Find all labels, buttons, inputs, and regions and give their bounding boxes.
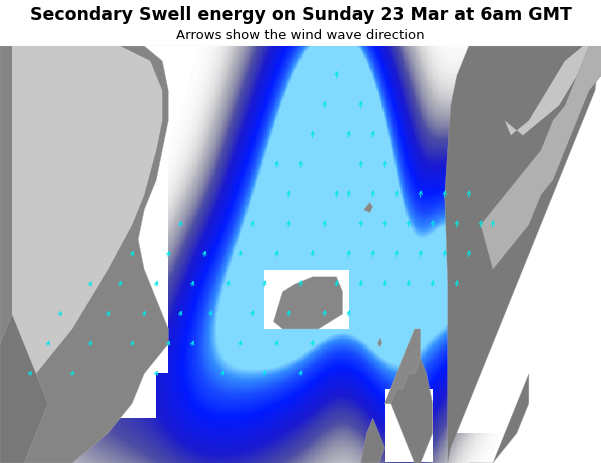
Polygon shape bbox=[0, 46, 168, 463]
Polygon shape bbox=[364, 202, 373, 213]
Polygon shape bbox=[469, 374, 529, 463]
Polygon shape bbox=[385, 329, 421, 403]
Polygon shape bbox=[273, 277, 343, 329]
Polygon shape bbox=[361, 419, 385, 463]
Polygon shape bbox=[505, 46, 589, 135]
Polygon shape bbox=[12, 46, 162, 374]
Text: Arrows show the wind wave direction: Arrows show the wind wave direction bbox=[176, 29, 425, 43]
Polygon shape bbox=[481, 46, 601, 269]
Polygon shape bbox=[377, 338, 382, 347]
Polygon shape bbox=[481, 46, 601, 180]
Polygon shape bbox=[385, 344, 433, 463]
Polygon shape bbox=[445, 46, 601, 463]
Polygon shape bbox=[0, 314, 48, 463]
Text: Secondary Swell energy on Sunday 23 Mar at 6am GMT: Secondary Swell energy on Sunday 23 Mar … bbox=[29, 6, 572, 24]
